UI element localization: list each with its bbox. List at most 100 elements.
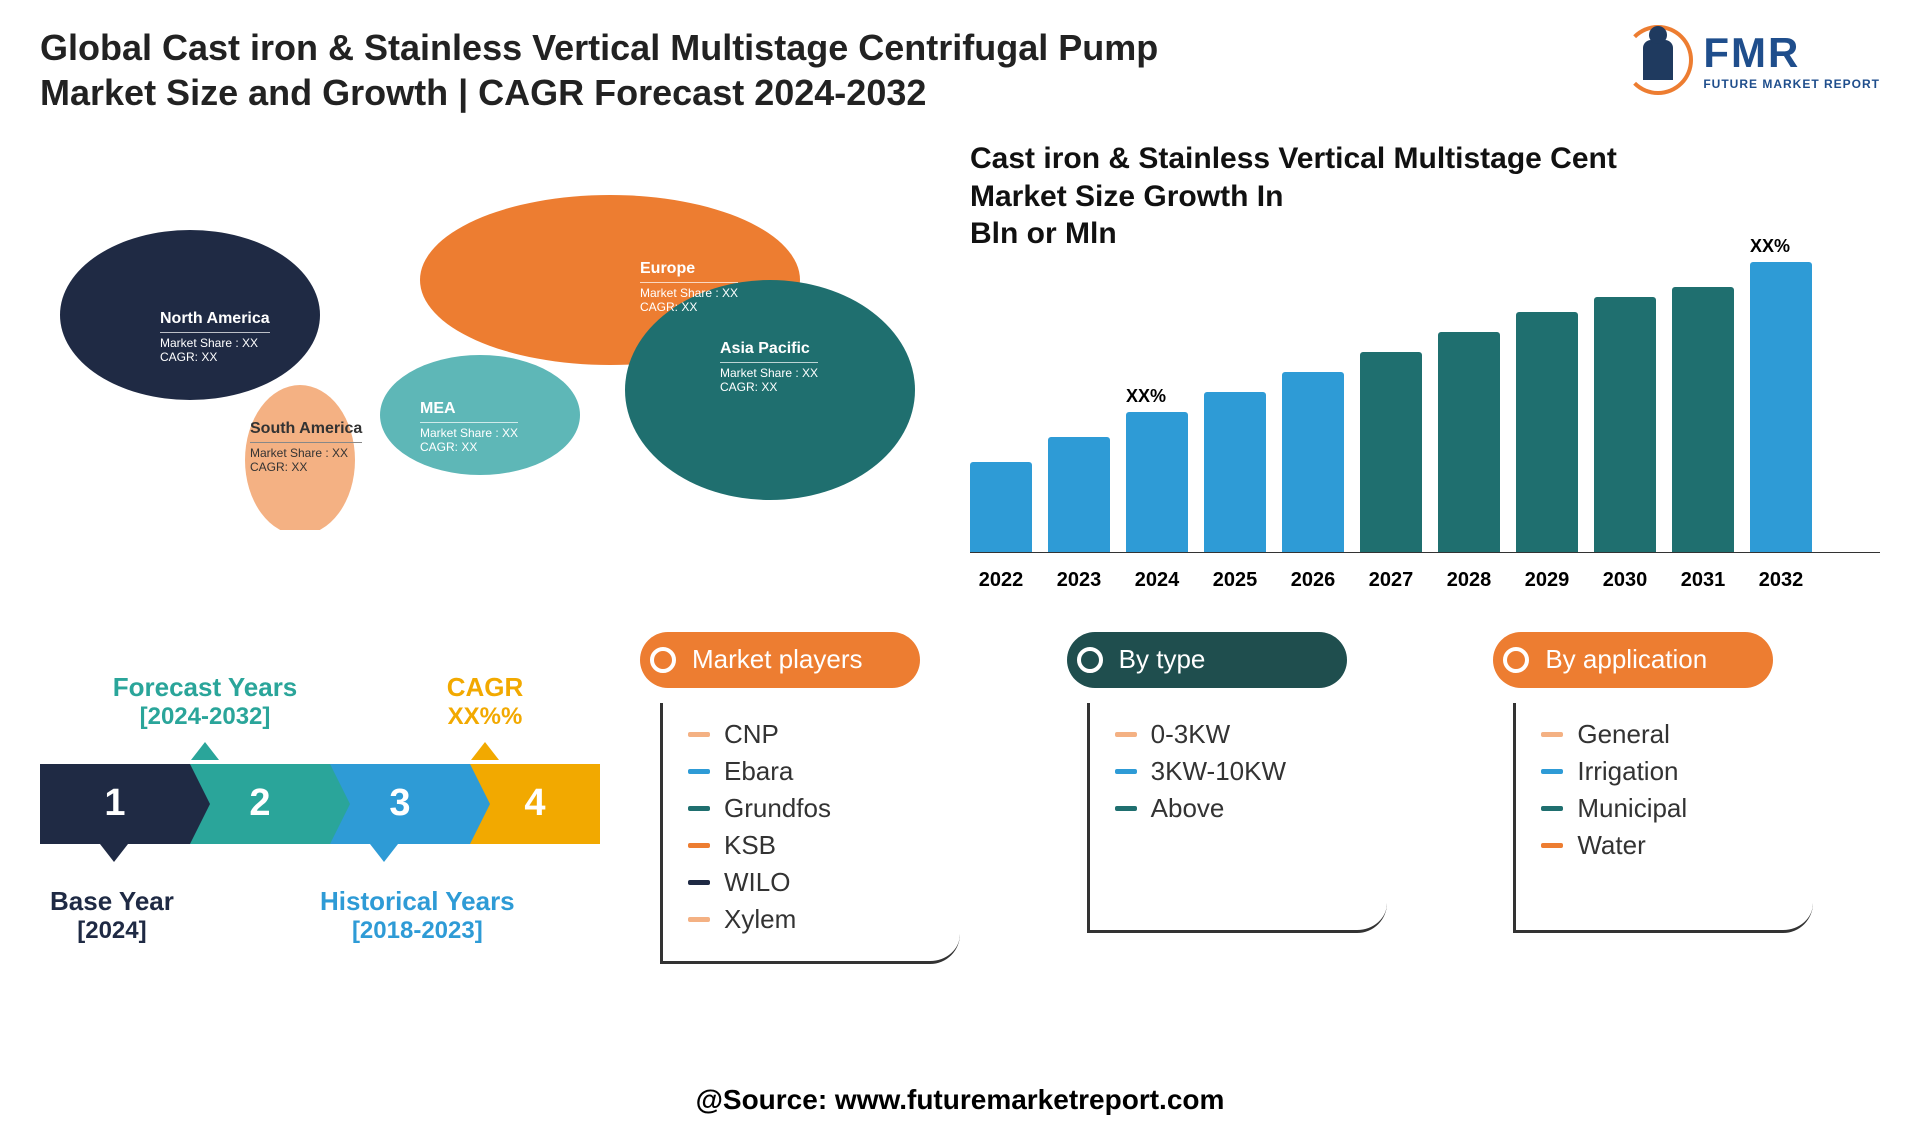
timeline-label: Historical Years[2018-2023] xyxy=(320,886,515,945)
chart-title-2: Market Size Growth In xyxy=(970,180,1283,213)
list-item: KSB xyxy=(688,830,940,861)
dash-icon xyxy=(688,843,710,848)
dash-icon xyxy=(688,917,710,922)
region-label: Asia PacificMarket Share : XXCAGR: XX xyxy=(720,340,818,394)
list-item-text: General xyxy=(1577,719,1670,750)
chart-x-label: 2026 xyxy=(1282,569,1344,592)
chart-x-label: 2029 xyxy=(1516,569,1578,592)
list-item-text: WILO xyxy=(724,867,790,898)
dash-icon xyxy=(688,769,710,774)
dash-icon xyxy=(688,880,710,885)
list-item: Municipal xyxy=(1541,793,1793,824)
chart-bar xyxy=(1360,352,1422,552)
chart-title-3: Bln or Mln xyxy=(970,217,1117,250)
dash-icon xyxy=(1541,843,1563,848)
source-text: @Source: www.futuremarketreport.com xyxy=(696,1084,1225,1116)
chart-x-label: 2028 xyxy=(1438,569,1500,592)
region-label: South AmericaMarket Share : XXCAGR: XX xyxy=(250,420,362,474)
category-pill: By application xyxy=(1493,632,1773,688)
list-item-text: Irrigation xyxy=(1577,756,1678,787)
list-item: Xylem xyxy=(688,904,940,935)
dash-icon xyxy=(1115,732,1137,737)
list-item-text: Ebara xyxy=(724,756,793,787)
logo-abbr: FMR xyxy=(1703,29,1880,77)
timeline-label: Base Year[2024] xyxy=(50,886,174,945)
list-item: Above xyxy=(1115,793,1367,824)
chart-x-label: 2031 xyxy=(1672,569,1734,592)
chart-bar xyxy=(1048,437,1110,552)
chart-x-label: 2030 xyxy=(1594,569,1656,592)
pill-label: By application xyxy=(1545,644,1707,675)
telescope-icon xyxy=(1623,25,1693,95)
list-item: 3KW-10KW xyxy=(1115,756,1367,787)
circle-icon xyxy=(1503,647,1529,673)
logo-full: FUTURE MARKET REPORT xyxy=(1703,77,1880,91)
list-item-text: Water xyxy=(1577,830,1645,861)
chart-x-label: 2023 xyxy=(1048,569,1110,592)
chart-x-label: 2025 xyxy=(1204,569,1266,592)
dash-icon xyxy=(688,806,710,811)
chart-x-label: 2024 xyxy=(1126,569,1188,592)
region-label: EuropeMarket Share : XXCAGR: XX xyxy=(640,260,738,314)
list-item: CNP xyxy=(688,719,940,750)
list-item: Irrigation xyxy=(1541,756,1793,787)
arrow-up-icon xyxy=(471,742,499,760)
growth-chart: Cast iron & Stainless Vertical Multistag… xyxy=(970,140,1880,592)
list-item: Grundfos xyxy=(688,793,940,824)
chart-bar xyxy=(1750,262,1812,552)
region-label: North AmericaMarket Share : XXCAGR: XX xyxy=(160,310,270,364)
list-item-text: CNP xyxy=(724,719,779,750)
list-item-text: 3KW-10KW xyxy=(1151,756,1286,787)
world-map: North AmericaMarket Share : XXCAGR: XX So… xyxy=(40,140,940,530)
chart-badge: XX% xyxy=(1126,386,1166,407)
chart-title-1: Cast iron & Stainless Vertical Multistag… xyxy=(970,142,1617,175)
chart-bar xyxy=(970,462,1032,552)
arrow-down-icon xyxy=(100,844,128,862)
chart-x-label: 2032 xyxy=(1750,569,1812,592)
list-item: Water xyxy=(1541,830,1793,861)
timeline-segment: 1 xyxy=(40,764,190,844)
page-title: Global Cast iron & Stainless Vertical Mu… xyxy=(40,25,1240,115)
arrow-up-icon xyxy=(191,742,219,760)
pill-label: Market players xyxy=(692,644,863,675)
list-item: General xyxy=(1541,719,1793,750)
list-item-text: Municipal xyxy=(1577,793,1687,824)
circle-icon xyxy=(650,647,676,673)
chart-badge: XX% xyxy=(1750,236,1790,257)
timeline-label: Forecast Years[2024-2032] xyxy=(113,672,298,731)
list-item-text: Xylem xyxy=(724,904,796,935)
chart-x-label: 2027 xyxy=(1360,569,1422,592)
dash-icon xyxy=(1541,732,1563,737)
chart-x-label: 2022 xyxy=(970,569,1032,592)
chart-bar xyxy=(1282,372,1344,552)
chart-bar xyxy=(1594,297,1656,552)
category-pill: Market players xyxy=(640,632,920,688)
dash-icon xyxy=(688,732,710,737)
dash-icon xyxy=(1115,769,1137,774)
dash-icon xyxy=(1541,806,1563,811)
region-label: MEAMarket Share : XXCAGR: XX xyxy=(420,400,518,454)
timeline-segment: 3 xyxy=(330,764,470,844)
pill-label: By type xyxy=(1119,644,1206,675)
list-item: 0-3KW xyxy=(1115,719,1367,750)
chart-bar xyxy=(1516,312,1578,552)
chart-bar xyxy=(1204,392,1266,552)
chart-bar xyxy=(1126,412,1188,552)
list-item-text: Grundfos xyxy=(724,793,831,824)
category-pill: By type xyxy=(1067,632,1347,688)
timeline: Forecast Years[2024-2032]CAGRXX%% 1234 B… xyxy=(40,672,600,976)
timeline-label: CAGRXX%% xyxy=(447,672,524,731)
logo: FMR FUTURE MARKET REPORT xyxy=(1623,25,1880,95)
timeline-segment: 2 xyxy=(190,764,330,844)
chart-bar xyxy=(1438,332,1500,552)
dash-icon xyxy=(1115,806,1137,811)
list-item: Ebara xyxy=(688,756,940,787)
list-item: WILO xyxy=(688,867,940,898)
chart-bar xyxy=(1672,287,1734,552)
list-item-text: KSB xyxy=(724,830,776,861)
dash-icon xyxy=(1541,769,1563,774)
circle-icon xyxy=(1077,647,1103,673)
list-item-text: Above xyxy=(1151,793,1225,824)
arrow-down-icon xyxy=(370,844,398,862)
list-item-text: 0-3KW xyxy=(1151,719,1230,750)
